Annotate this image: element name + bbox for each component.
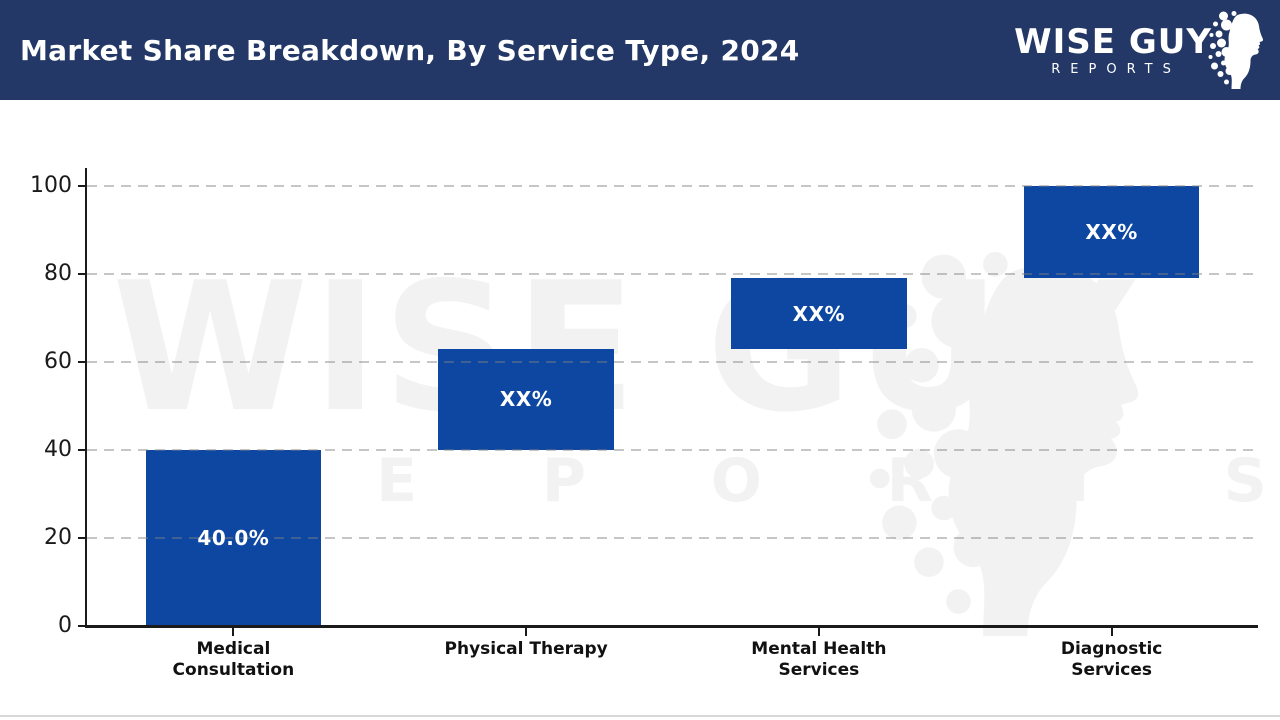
bar-value-label: 40.0% bbox=[197, 526, 270, 550]
x-axis-line bbox=[85, 625, 1258, 628]
y-tick-mark bbox=[78, 273, 86, 275]
x-tick-mark bbox=[1110, 628, 1113, 636]
y-tick-label: 40 bbox=[44, 437, 72, 462]
brand-head-icon bbox=[1208, 11, 1264, 89]
y-tick-mark bbox=[78, 185, 86, 187]
grid-line bbox=[87, 273, 1258, 275]
grid-line bbox=[87, 185, 1258, 187]
x-category-label: Mental Health Services bbox=[751, 639, 887, 680]
bar-value-label: XX% bbox=[499, 387, 553, 412]
bar-value-label: XX% bbox=[792, 301, 846, 326]
brand-subname: REPORTS bbox=[1051, 61, 1181, 77]
x-tick-mark bbox=[525, 628, 528, 636]
y-tick-mark bbox=[78, 361, 86, 363]
bar-value-label: XX% bbox=[1085, 220, 1138, 245]
y-tick-label: 60 bbox=[44, 349, 72, 374]
y-tick-mark bbox=[78, 449, 86, 451]
y-axis-line bbox=[85, 168, 87, 627]
grid-line bbox=[87, 449, 1258, 451]
x-category-label: Physical Therapy bbox=[444, 639, 608, 659]
bar-segment bbox=[145, 450, 322, 626]
y-tick-label: 20 bbox=[44, 525, 72, 550]
brand-logo: WISE GUY REPORTS bbox=[1014, 8, 1272, 92]
x-category-label: Medical Consultation bbox=[172, 639, 295, 680]
y-tick-label: 80 bbox=[44, 261, 72, 286]
y-tick-mark bbox=[78, 625, 86, 627]
brand-name: WISE GUY bbox=[1014, 21, 1212, 62]
brand-logo-text: WISE GUY REPORTS bbox=[1014, 25, 1212, 76]
bottom-divider bbox=[0, 715, 1280, 717]
x-tick-mark bbox=[817, 628, 820, 636]
x-category-label: Diagnostic Services bbox=[1060, 639, 1163, 680]
bar-segment bbox=[438, 348, 614, 450]
y-tick-mark bbox=[78, 537, 86, 539]
y-tick-label: 0 bbox=[58, 613, 72, 638]
grid-line bbox=[87, 537, 1258, 539]
grid-line bbox=[87, 361, 1258, 363]
header-bar: Market Share Breakdown, By Service Type,… bbox=[0, 0, 1280, 100]
y-tick-label: 100 bbox=[30, 173, 72, 198]
page-title: Market Share Breakdown, By Service Type,… bbox=[20, 33, 800, 67]
x-tick-mark bbox=[232, 628, 235, 636]
